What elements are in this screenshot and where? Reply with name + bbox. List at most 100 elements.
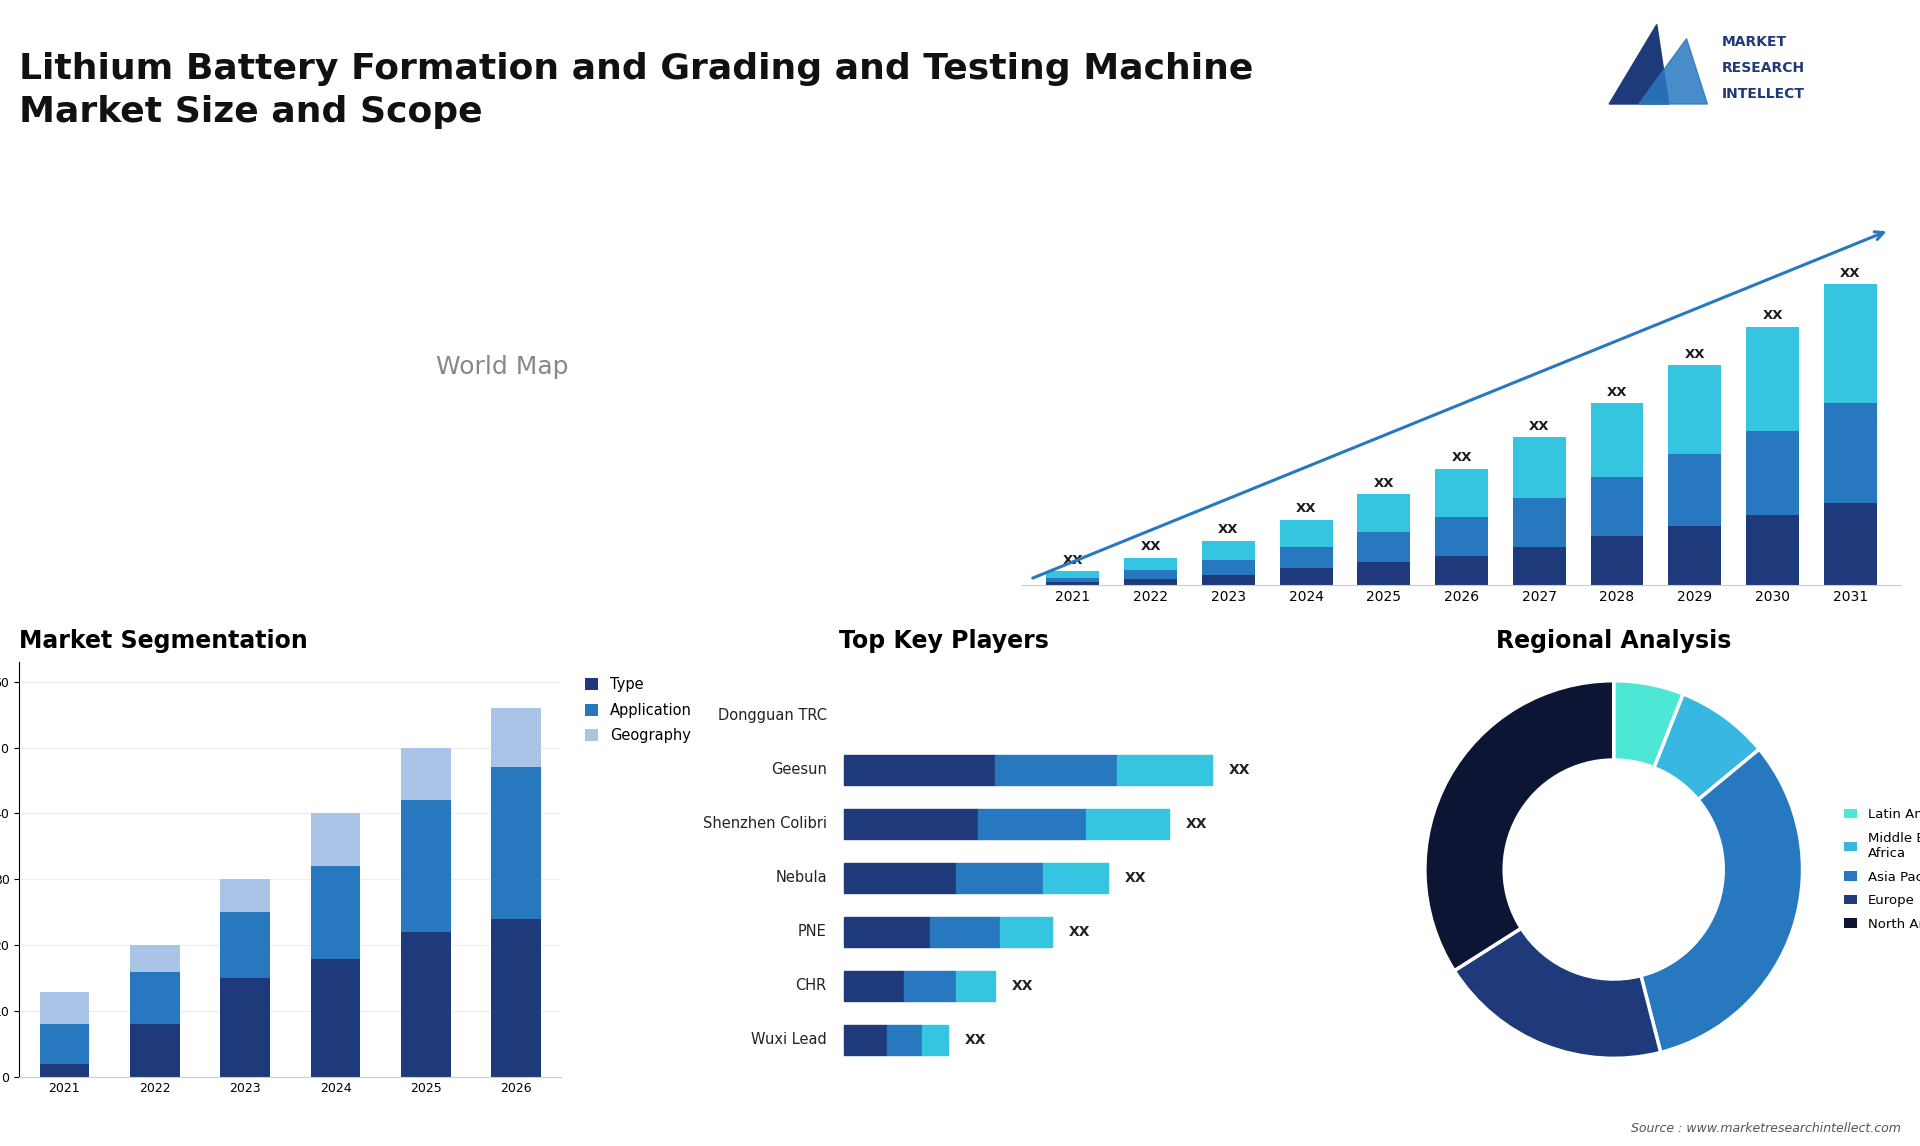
- Bar: [401, 747, 451, 800]
- Text: Wuxi Lead: Wuxi Lead: [751, 1033, 828, 1047]
- Bar: [1046, 572, 1100, 578]
- Text: World Map: World Map: [436, 355, 568, 379]
- Text: Shenzhen Colibri: Shenzhen Colibri: [703, 816, 828, 831]
- Wedge shape: [1653, 694, 1759, 800]
- Bar: [1668, 526, 1720, 586]
- Bar: [1125, 571, 1177, 579]
- Bar: [1087, 809, 1169, 839]
- Text: XX: XX: [1217, 524, 1238, 536]
- Bar: [1513, 437, 1565, 499]
- Text: CHR: CHR: [795, 979, 828, 994]
- Text: XX: XX: [1839, 267, 1860, 280]
- Text: XX: XX: [1452, 452, 1473, 464]
- Wedge shape: [1453, 928, 1661, 1059]
- Text: XX: XX: [1140, 541, 1162, 554]
- Bar: [1434, 556, 1488, 586]
- Bar: [1590, 403, 1644, 477]
- Bar: [131, 972, 180, 1025]
- Bar: [931, 917, 1000, 947]
- Text: Source : www.marketresearchintellect.com: Source : www.marketresearchintellect.com: [1630, 1122, 1901, 1135]
- Bar: [977, 809, 1087, 839]
- Bar: [1202, 541, 1256, 559]
- Wedge shape: [1613, 681, 1684, 768]
- Bar: [1043, 863, 1108, 893]
- Text: XX: XX: [1763, 309, 1784, 322]
- Bar: [40, 1025, 88, 1063]
- Bar: [1434, 469, 1488, 517]
- Text: XX: XX: [1684, 347, 1705, 361]
- Polygon shape: [1609, 24, 1668, 104]
- Bar: [1000, 917, 1052, 947]
- Bar: [904, 971, 956, 1000]
- Bar: [1824, 503, 1876, 586]
- Text: XX: XX: [1185, 817, 1208, 831]
- Bar: [1046, 582, 1100, 586]
- Bar: [311, 958, 361, 1077]
- Bar: [1668, 364, 1720, 454]
- Text: Geesun: Geesun: [772, 762, 828, 777]
- Bar: [887, 1025, 922, 1054]
- Bar: [1279, 568, 1332, 586]
- Text: Lithium Battery Formation and Grading and Testing Machine
Market Size and Scope: Lithium Battery Formation and Grading an…: [19, 52, 1254, 129]
- Bar: [1357, 562, 1411, 586]
- Wedge shape: [1425, 681, 1613, 971]
- Text: RESEARCH: RESEARCH: [1722, 61, 1805, 76]
- Bar: [956, 863, 1043, 893]
- Bar: [1668, 454, 1720, 526]
- Text: XX: XX: [1528, 419, 1549, 433]
- Text: XX: XX: [1607, 386, 1628, 399]
- Bar: [1434, 517, 1488, 556]
- Text: Nebula: Nebula: [776, 870, 828, 886]
- Bar: [492, 919, 541, 1077]
- Text: XX: XX: [1125, 871, 1146, 885]
- Bar: [843, 755, 995, 785]
- Text: PNE: PNE: [799, 925, 828, 940]
- Text: XX: XX: [1296, 502, 1317, 516]
- Bar: [401, 800, 451, 932]
- Bar: [40, 1063, 88, 1077]
- Text: XX: XX: [964, 1033, 985, 1046]
- Bar: [1824, 284, 1876, 403]
- Text: XX: XX: [1068, 925, 1091, 939]
- Bar: [1046, 578, 1100, 582]
- Legend: Latin America, Middle East &
Africa, Asia Pacific, Europe, North America: Latin America, Middle East & Africa, Asi…: [1839, 803, 1920, 936]
- Text: Market Segmentation: Market Segmentation: [19, 629, 307, 653]
- Bar: [1590, 536, 1644, 586]
- Bar: [922, 1025, 948, 1054]
- Bar: [956, 971, 995, 1000]
- Bar: [221, 979, 271, 1077]
- Polygon shape: [1640, 39, 1707, 104]
- Bar: [1357, 494, 1411, 532]
- Title: Regional Analysis: Regional Analysis: [1496, 629, 1732, 653]
- Bar: [1357, 532, 1411, 562]
- Bar: [401, 932, 451, 1077]
- Legend: Type, Application, Geography: Type, Application, Geography: [586, 677, 691, 743]
- Bar: [1745, 516, 1799, 586]
- Bar: [1125, 558, 1177, 571]
- Bar: [1590, 477, 1644, 536]
- Text: XX: XX: [1012, 979, 1033, 992]
- Bar: [311, 814, 361, 866]
- Bar: [843, 917, 931, 947]
- Bar: [492, 768, 541, 919]
- Bar: [1202, 574, 1256, 586]
- Text: MARKET: MARKET: [1722, 34, 1788, 49]
- Bar: [843, 1025, 887, 1054]
- Bar: [492, 708, 541, 768]
- Bar: [1279, 519, 1332, 547]
- Bar: [1745, 327, 1799, 431]
- Bar: [843, 863, 956, 893]
- Text: XX: XX: [1373, 477, 1394, 489]
- Bar: [1513, 499, 1565, 547]
- Title: Top Key Players: Top Key Players: [839, 629, 1048, 653]
- Bar: [131, 1025, 180, 1077]
- Bar: [1745, 431, 1799, 516]
- Bar: [843, 809, 977, 839]
- Bar: [1513, 547, 1565, 586]
- Text: Dongguan TRC: Dongguan TRC: [718, 708, 828, 723]
- Bar: [1125, 579, 1177, 586]
- Bar: [131, 945, 180, 972]
- Bar: [221, 912, 271, 979]
- Wedge shape: [1642, 749, 1803, 1052]
- Text: XX: XX: [1062, 555, 1083, 567]
